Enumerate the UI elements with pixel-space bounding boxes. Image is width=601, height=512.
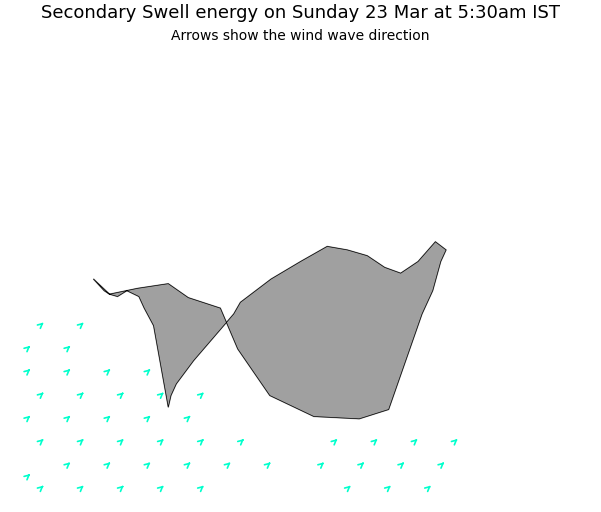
Polygon shape <box>94 242 446 419</box>
Text: Secondary Swell energy on Sunday 23 Mar at 5:30am IST: Secondary Swell energy on Sunday 23 Mar … <box>41 4 560 22</box>
Text: Arrows show the wind wave direction: Arrows show the wind wave direction <box>171 29 430 43</box>
